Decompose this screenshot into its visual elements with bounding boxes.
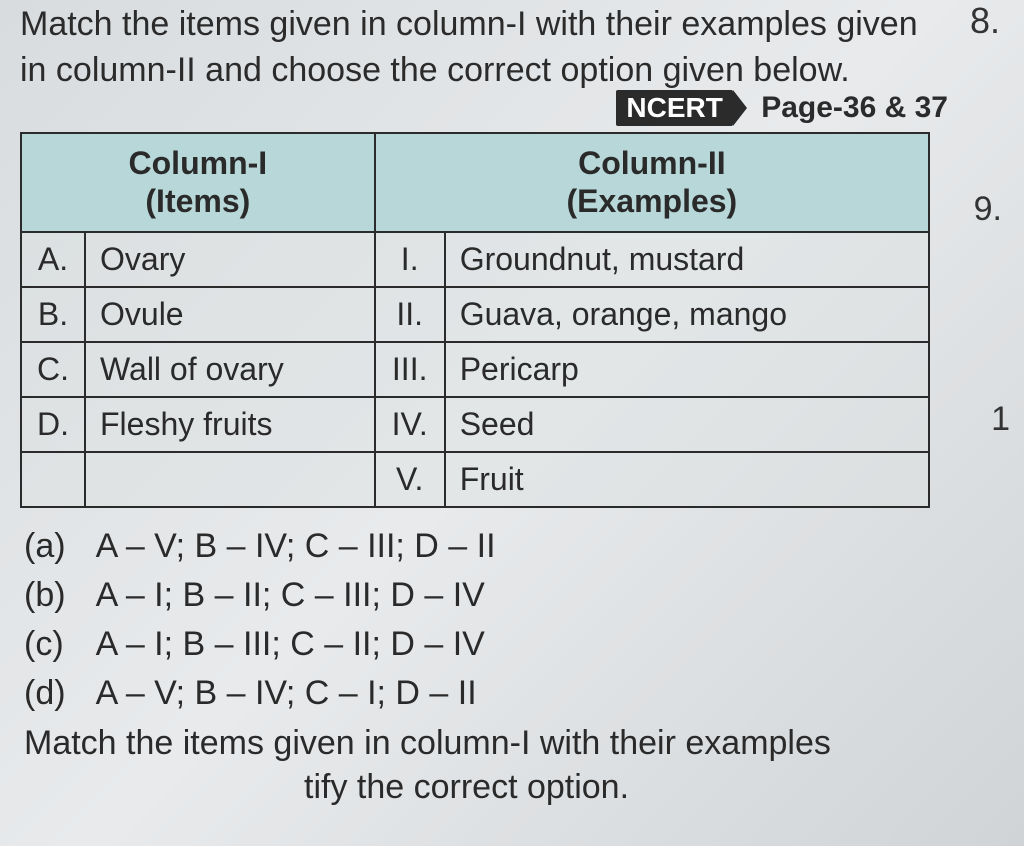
option-b: (b) A – I; B – II; C – III; D – IV	[24, 571, 1004, 620]
row-example: Fruit	[445, 452, 929, 507]
row-letter	[21, 452, 85, 507]
table-row: D. Fleshy fruits IV. Seed	[21, 397, 929, 452]
question-text: Match the items given in column-I with t…	[20, 0, 1004, 94]
row-letter: A.	[21, 232, 85, 287]
tail-line-1: Match the items given in column-I with t…	[24, 724, 831, 762]
row-roman: V.	[375, 452, 445, 507]
option-c: (c) A – I; B – III; C – II; D – IV	[24, 620, 1004, 669]
table-row: C. Wall of ovary III. Pericarp	[21, 342, 929, 397]
option-text: A – V; B – IV; C – III; D – II	[96, 527, 496, 565]
option-label: (d)	[24, 669, 88, 718]
header-column-1: Column-I (Items)	[21, 133, 375, 232]
header-col1-main: Column-I	[129, 145, 268, 181]
row-item: Wall of ovary	[85, 342, 375, 397]
row-roman: III.	[375, 342, 445, 397]
row-example: Seed	[445, 397, 929, 452]
ncert-page-ref: Page-36 & 37	[761, 91, 948, 124]
row-letter: D.	[21, 397, 85, 452]
side-mark-1: 1	[991, 400, 1010, 439]
header-col1-sub: (Items)	[30, 182, 366, 220]
table-header-row: Column-I (Items) Column-II (Examples)	[21, 133, 929, 232]
row-item	[85, 452, 375, 507]
table-row: B. Ovule II. Guava, orange, mango	[21, 287, 929, 342]
row-letter: C.	[21, 342, 85, 397]
row-example: Guava, orange, mango	[445, 287, 929, 342]
option-a: (a) A – V; B – IV; C – III; D – II	[24, 522, 1004, 571]
question-number-9: 9.	[974, 190, 1002, 229]
question-number-8: 8.	[970, 0, 1000, 42]
header-col2-sub: (Examples)	[384, 182, 920, 220]
option-d: (d) A – V; B – IV; C – I; D – II	[24, 669, 1004, 718]
ncert-reference: NCERT Page-36 & 37	[20, 90, 1004, 126]
row-roman: I.	[375, 232, 445, 287]
tail-line-2: tify the correct option.	[24, 768, 629, 806]
page: 8. 9. 1 Match the items given in column-…	[20, 0, 1004, 809]
option-label: (a)	[24, 522, 88, 571]
option-text: A – V; B – IV; C – I; D – II	[96, 674, 477, 712]
row-example: Pericarp	[445, 342, 929, 397]
option-label: (b)	[24, 571, 88, 620]
table-row: V. Fruit	[21, 452, 929, 507]
header-col2-main: Column-II	[578, 145, 726, 181]
ncert-badge: NCERT	[616, 90, 732, 126]
row-roman: II.	[375, 287, 445, 342]
next-question-partial: Match the items given in column-I with t…	[20, 721, 1004, 809]
match-table: Column-I (Items) Column-II (Examples) A.…	[20, 132, 930, 508]
row-item: Fleshy fruits	[85, 397, 375, 452]
option-label: (c)	[24, 620, 88, 669]
option-text: A – I; B – III; C – II; D – IV	[96, 625, 485, 663]
table-row: A. Ovary I. Groundnut, mustard	[21, 232, 929, 287]
answer-options: (a) A – V; B – IV; C – III; D – II (b) A…	[20, 522, 1004, 719]
row-letter: B.	[21, 287, 85, 342]
option-text: A – I; B – II; C – III; D – IV	[96, 576, 485, 614]
row-example: Groundnut, mustard	[445, 232, 929, 287]
row-item: Ovule	[85, 287, 375, 342]
row-item: Ovary	[85, 232, 375, 287]
row-roman: IV.	[375, 397, 445, 452]
header-column-2: Column-II (Examples)	[375, 133, 929, 232]
